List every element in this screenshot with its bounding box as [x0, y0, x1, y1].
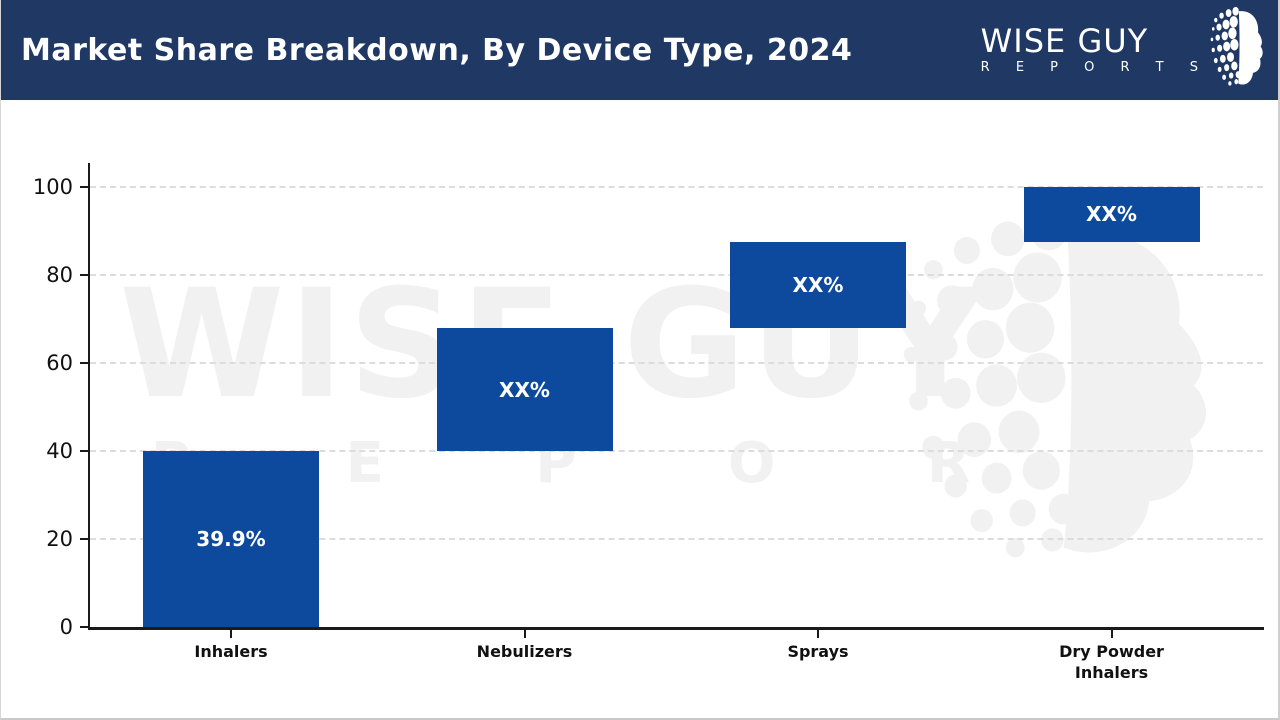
x-category-label: Nebulizers — [476, 642, 573, 661]
x-axis-tick — [523, 630, 526, 638]
y-axis-tick — [80, 186, 88, 188]
bar-value-label: XX% — [499, 377, 550, 402]
bar: 39.9% — [143, 451, 319, 627]
x-axis-tick — [230, 630, 232, 638]
x-axis-tick — [817, 630, 819, 638]
y-axis-tick — [80, 274, 88, 276]
x-axis-tick — [1110, 630, 1113, 638]
bar: XX% — [1023, 187, 1200, 242]
logo-wiseguy-label: WISE GUY — [980, 22, 1149, 60]
bar: XX% — [730, 241, 906, 328]
y-axis-tick — [80, 538, 88, 540]
y-axis-tick — [80, 362, 88, 364]
logo-reports-label: R E P O R T S — [980, 60, 1209, 75]
y-tick-label: 0 — [59, 615, 73, 639]
y-axis-tick — [80, 626, 88, 628]
header: Market Share Breakdown, By Device Type, … — [1, 0, 1278, 100]
x-category-label: Inhalers — [194, 642, 268, 661]
y-tick-label: 60 — [46, 351, 73, 375]
y-axis-line — [88, 163, 90, 629]
bar-value-label: 39.9% — [196, 527, 266, 552]
bar: XX% — [436, 327, 613, 452]
y-tick-label: 100 — [32, 175, 73, 199]
x-category-label: Sprays — [787, 642, 849, 661]
y-tick-label: 80 — [46, 263, 73, 287]
gridline — [90, 274, 1263, 276]
brand-logo-text: WISE GUY R E P O R T S — [981, 25, 1209, 75]
gridline — [90, 186, 1263, 188]
gridline — [90, 450, 1263, 452]
dotted-head-icon — [1210, 6, 1263, 86]
page-title: Market Share Breakdown, By Device Type, … — [21, 32, 853, 68]
brand-logo: WISE GUY R E P O R T S — [981, 0, 1267, 100]
bar-value-label: XX% — [1086, 202, 1137, 227]
y-tick-label: 40 — [46, 439, 73, 463]
x-category-label: Dry Powder Inhalers — [1059, 642, 1164, 682]
x-axis-line — [88, 627, 1264, 630]
y-tick-label: 20 — [46, 527, 73, 551]
watermark-head-icon — [903, 211, 1207, 558]
watermark-reports-text: R E P O R T S — [151, 431, 1278, 496]
gridline — [90, 538, 1263, 540]
bar-value-label: XX% — [792, 272, 844, 297]
y-axis-tick — [80, 450, 88, 452]
gridline — [90, 362, 1263, 364]
